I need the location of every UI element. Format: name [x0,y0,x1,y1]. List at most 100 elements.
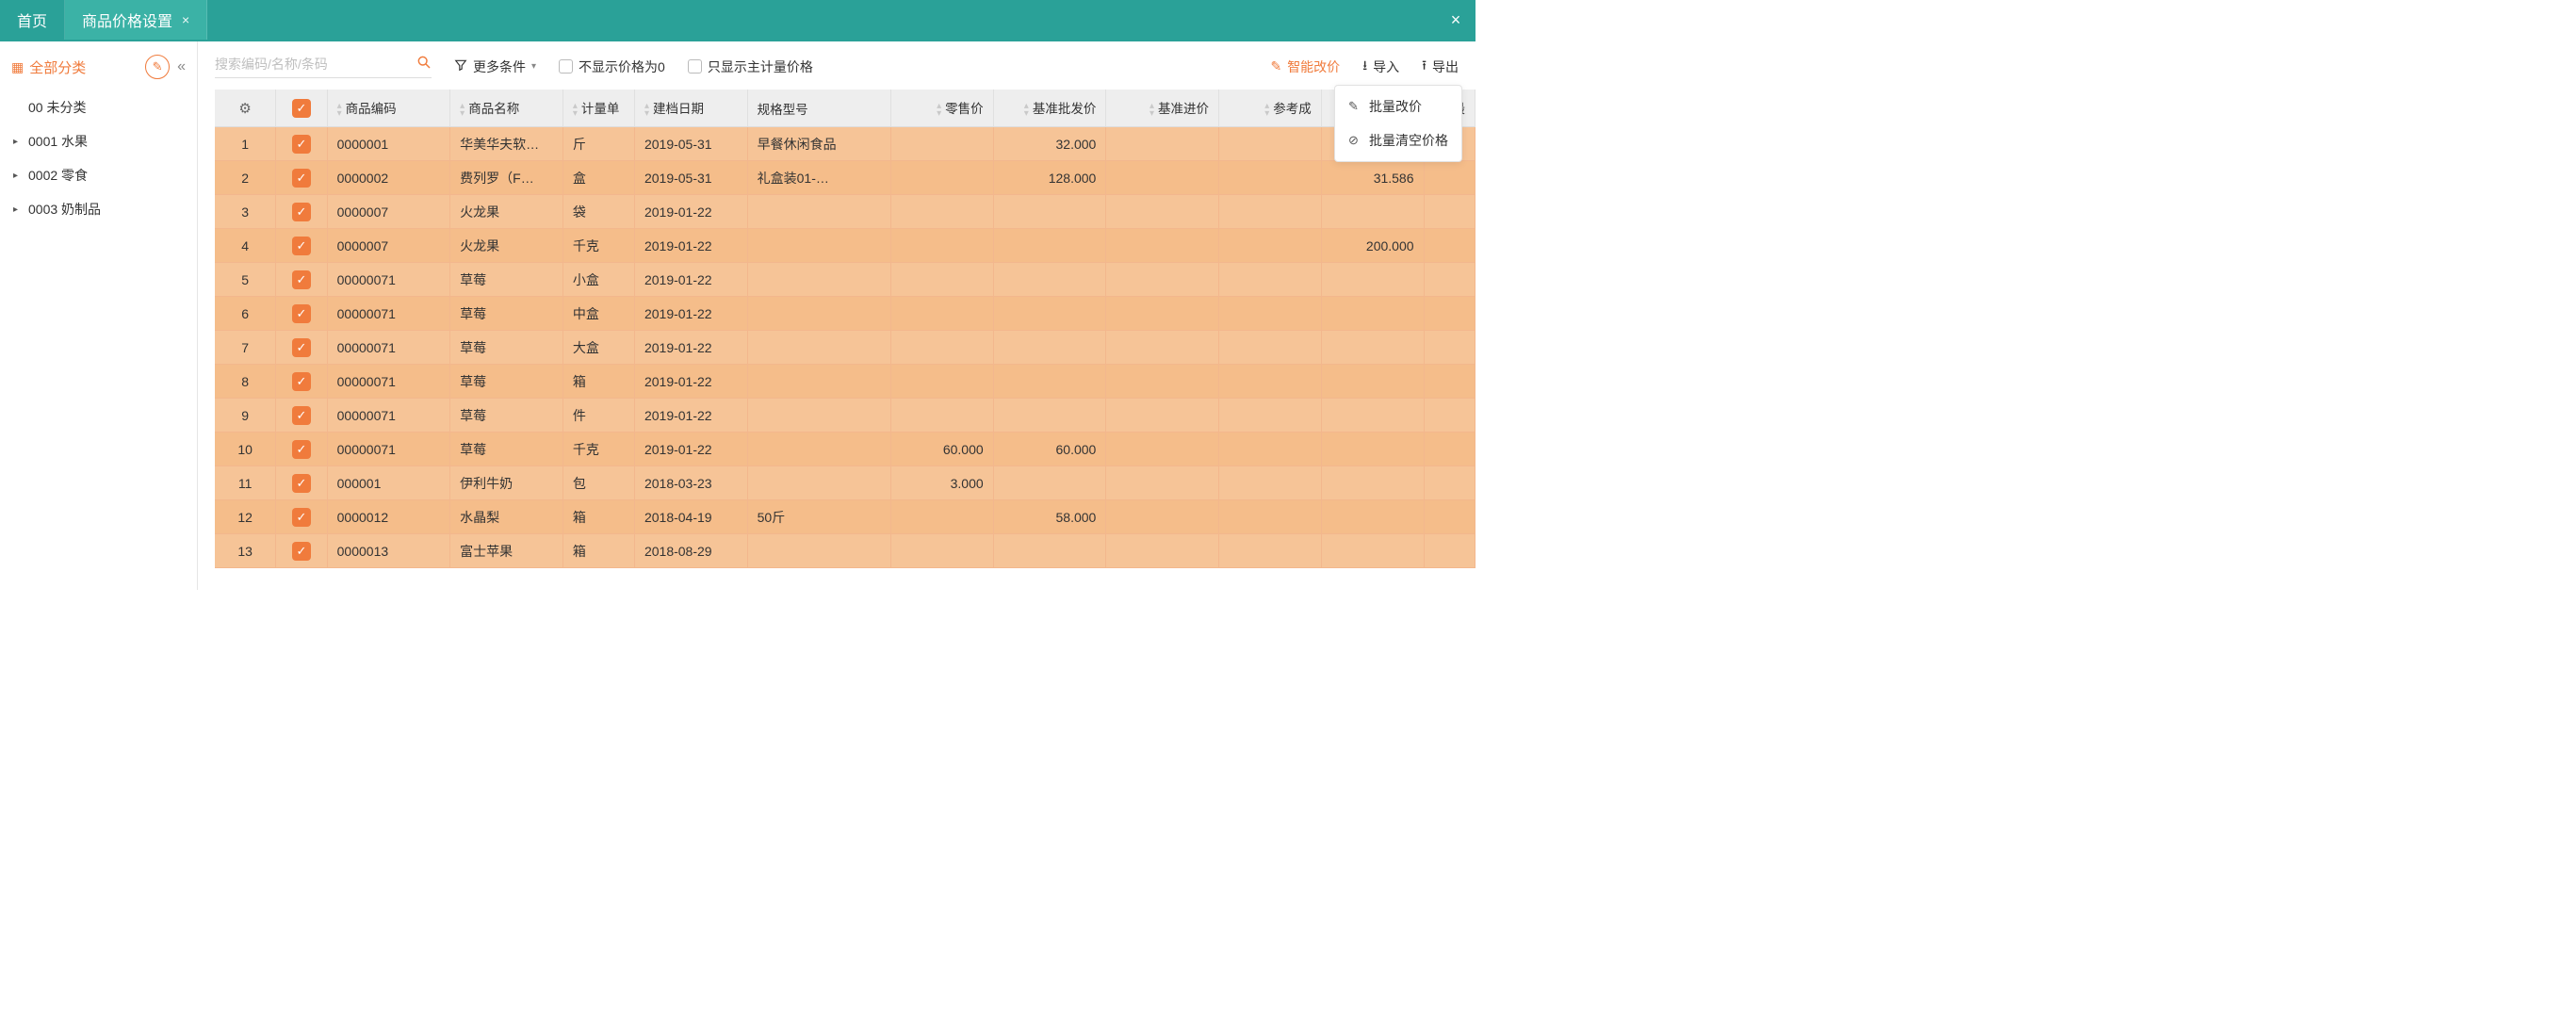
tab-home[interactable]: 首页 [0,0,65,40]
sidebar-item-label: 0003 奶制品 [28,200,101,219]
checkbox-checked-icon: ✓ [292,169,311,188]
cell-checkbox[interactable]: ✓ [276,127,327,161]
table-row[interactable]: 9✓00000071草莓件2019-01-22 [215,399,1475,433]
cell-cost [1322,534,1425,568]
col-date[interactable]: ▴▾建档日期 [635,90,748,127]
import-button[interactable]: ⭳ 导入 [1362,56,1399,78]
cell-purchase [1106,161,1219,195]
cell-purchase [1106,534,1219,568]
cell-refcost [1219,500,1322,534]
cell-code: 00000071 [328,263,451,297]
table-row[interactable]: 6✓00000071草莓中盒2019-01-22 [215,297,1475,331]
col-code[interactable]: ▴▾商品编码 [328,90,451,127]
tab-close-icon[interactable]: × [182,12,189,27]
table-row[interactable]: 3✓0000007火龙果袋2019-01-22 [215,195,1475,229]
cell-retail [891,534,994,568]
col-wholesale[interactable]: ▴▾基准批发价 [994,90,1107,127]
export-button[interactable]: ⭱ 导出 [1422,56,1459,78]
cell-spec [748,466,891,500]
col-retail[interactable]: ▴▾零售价 [891,90,994,127]
cell-retail [891,161,994,195]
search-input[interactable] [215,57,416,72]
cell-checkbox[interactable]: ✓ [276,500,327,534]
col-purchase[interactable]: ▴▾基准进价 [1106,90,1219,127]
cell-index: 12 [215,500,276,534]
tab-price-settings[interactable]: 商品价格设置 × [65,0,207,40]
table-row[interactable]: 1✓0000001华美华夫软…斤2019-05-31早餐休闲食品32.00029 [215,127,1475,161]
col-unit[interactable]: ▴▾计量单 [563,90,635,127]
table-row[interactable]: 13✓0000013富士苹果箱2018-08-29 [215,534,1475,568]
hide-zero-checkbox[interactable]: 不显示价格为0 [559,57,665,76]
cell-spec [748,399,891,433]
sidebar-item[interactable]: ▸0003 奶制品 [0,192,197,226]
table-row[interactable]: 7✓00000071草莓大盒2019-01-22 [215,331,1475,365]
cell-cost [1322,433,1425,466]
cell-checkbox[interactable]: ✓ [276,297,327,331]
cell-unit: 件 [563,399,635,433]
global-close-icon[interactable]: × [1436,0,1475,40]
cell-purchase [1106,297,1219,331]
sidebar-item[interactable]: ▸0001 水果 [0,124,197,158]
cell-checkbox[interactable]: ✓ [276,161,327,195]
cell-retail [891,297,994,331]
cell-checkbox[interactable]: ✓ [276,433,327,466]
cell-checkbox[interactable]: ✓ [276,229,327,263]
cell-name: 草莓 [450,365,563,399]
collapse-sidebar-icon[interactable]: « [177,58,186,75]
cell-checkbox[interactable]: ✓ [276,466,327,500]
dropdown-item[interactable]: ⊘批量清空价格 [1335,123,1461,157]
sidebar-item[interactable]: 00 未分类 [0,90,197,124]
smart-price-button[interactable]: ✎ 智能改价 [1270,57,1340,76]
table-row[interactable]: 5✓00000071草莓小盒2019-01-22 [215,263,1475,297]
import-icon: ⭳ [1362,56,1367,78]
cell-unit: 千克 [563,433,635,466]
cell-wholesale [994,399,1107,433]
cell-refcost [1219,399,1322,433]
col-name[interactable]: ▴▾商品名称 [450,90,563,127]
dropdown-item[interactable]: ✎批量改价 [1335,90,1461,123]
cell-checkbox[interactable]: ✓ [276,399,327,433]
cell-checkbox[interactable]: ✓ [276,195,327,229]
cell-checkbox[interactable]: ✓ [276,534,327,568]
cell-code: 0000001 [328,127,451,161]
checkbox-checked-icon: ✓ [292,99,311,118]
table-row[interactable]: 10✓00000071草莓千克2019-01-2260.00060.000 [215,433,1475,466]
col-settings[interactable]: ⚙ [215,90,276,127]
cell-index: 10 [215,433,276,466]
cell-checkbox[interactable]: ✓ [276,365,327,399]
col-select-all[interactable]: ✓ [276,90,327,127]
cell-index: 6 [215,297,276,331]
cell-code: 00000071 [328,297,451,331]
cell-unit: 箱 [563,500,635,534]
table-row[interactable]: 4✓0000007火龙果千克2019-01-22200.000 [215,229,1475,263]
edit-icon: ✎ [1270,58,1281,74]
table-row[interactable]: 12✓0000012水晶梨箱2018-04-1950斤58.000 [215,500,1475,534]
cell-code: 0000007 [328,195,451,229]
table-row[interactable]: 8✓00000071草莓箱2019-01-22 [215,365,1475,399]
checkbox-checked-icon: ✓ [292,440,311,459]
cell-checkbox[interactable]: ✓ [276,331,327,365]
cell-refcost [1219,365,1322,399]
cell-min [1425,399,1475,433]
cell-name: 草莓 [450,399,563,433]
search-icon[interactable] [416,55,432,74]
search-input-wrap [215,55,432,78]
more-conditions-button[interactable]: 更多条件 ▾ [454,57,536,76]
export-dropdown: ✎批量改价⊘批量清空价格 [1334,85,1462,162]
cell-checkbox[interactable]: ✓ [276,263,327,297]
col-refcost[interactable]: ▴▾参考成 [1219,90,1322,127]
sidebar-item[interactable]: ▸0002 零食 [0,158,197,192]
cell-wholesale: 32.000 [994,127,1107,161]
checkbox-checked-icon: ✓ [292,135,311,154]
cell-spec [748,195,891,229]
cell-spec [748,534,891,568]
cell-refcost [1219,297,1322,331]
cell-date: 2019-05-31 [635,161,748,195]
edit-categories-button[interactable]: ✎ [145,55,170,79]
cell-date: 2019-01-22 [635,229,748,263]
table-row[interactable]: 2✓0000002费列罗（F…盒2019-05-31礼盒装01-…128.000… [215,161,1475,195]
col-spec[interactable]: 规格型号 [748,90,891,127]
table-row[interactable]: 11✓000001伊利牛奶包2018-03-233.000 [215,466,1475,500]
only-main-unit-checkbox[interactable]: 只显示主计量价格 [688,57,813,76]
caret-icon: ▸ [13,137,23,147]
